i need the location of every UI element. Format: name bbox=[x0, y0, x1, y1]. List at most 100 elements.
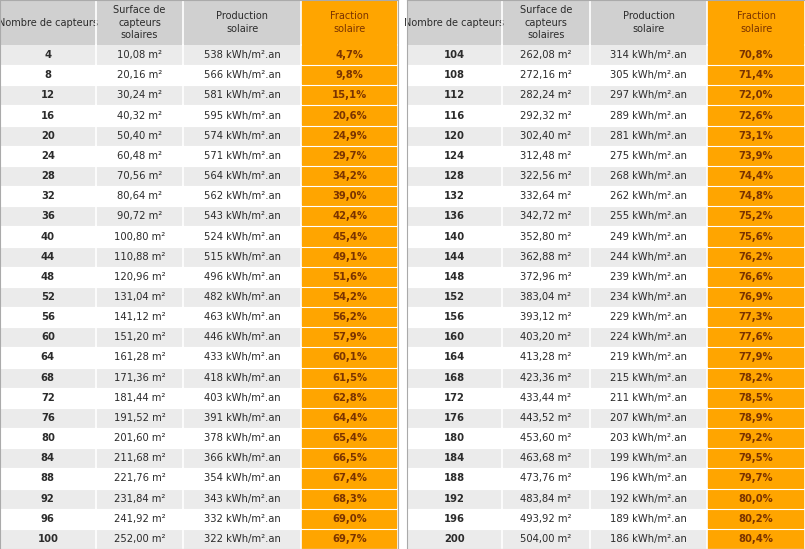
Text: 423,36 m²: 423,36 m² bbox=[520, 373, 572, 383]
Bar bbox=[184, 206, 301, 226]
Text: 148: 148 bbox=[444, 272, 465, 282]
Text: 305 kWh/m².an: 305 kWh/m².an bbox=[610, 70, 687, 80]
Text: 78,5%: 78,5% bbox=[739, 393, 774, 403]
Bar bbox=[590, 468, 708, 489]
Bar bbox=[0, 428, 96, 448]
Bar bbox=[301, 408, 398, 428]
Text: 68: 68 bbox=[41, 373, 55, 383]
Text: 184: 184 bbox=[444, 453, 465, 463]
Bar bbox=[0, 186, 96, 206]
Text: 29,7%: 29,7% bbox=[332, 151, 367, 161]
Bar bbox=[184, 267, 301, 287]
Text: 180: 180 bbox=[444, 433, 464, 443]
Bar bbox=[502, 388, 590, 408]
Text: 70,56 m²: 70,56 m² bbox=[117, 171, 162, 181]
Text: 30,24 m²: 30,24 m² bbox=[117, 91, 162, 100]
Text: 45,4%: 45,4% bbox=[332, 232, 367, 242]
Text: 80,4%: 80,4% bbox=[739, 534, 774, 544]
Bar bbox=[184, 105, 301, 126]
Bar bbox=[407, 267, 502, 287]
Text: 80,0%: 80,0% bbox=[739, 494, 774, 503]
Bar bbox=[708, 348, 805, 368]
Text: 171,36 m²: 171,36 m² bbox=[114, 373, 165, 383]
Bar bbox=[502, 186, 590, 206]
Bar bbox=[96, 448, 184, 468]
Bar bbox=[301, 287, 398, 307]
Bar bbox=[184, 428, 301, 448]
Text: 219 kWh/m².an: 219 kWh/m².an bbox=[610, 352, 687, 362]
Bar bbox=[184, 448, 301, 468]
Bar bbox=[708, 226, 805, 247]
Text: 473,76 m²: 473,76 m² bbox=[520, 473, 572, 484]
Text: 383,04 m²: 383,04 m² bbox=[520, 292, 572, 302]
Bar bbox=[301, 368, 398, 388]
Text: 366 kWh/m².an: 366 kWh/m².an bbox=[204, 453, 280, 463]
Text: 76,6%: 76,6% bbox=[739, 272, 774, 282]
Bar bbox=[0, 105, 96, 126]
Text: 49,1%: 49,1% bbox=[332, 251, 367, 262]
Bar bbox=[407, 287, 502, 307]
Bar bbox=[590, 307, 708, 327]
Bar bbox=[590, 126, 708, 146]
Text: 332,64 m²: 332,64 m² bbox=[520, 191, 572, 201]
Bar bbox=[590, 85, 708, 105]
Text: 224 kWh/m².an: 224 kWh/m².an bbox=[610, 332, 687, 343]
Text: 73,1%: 73,1% bbox=[739, 131, 774, 141]
Text: 104: 104 bbox=[444, 50, 465, 60]
Bar bbox=[708, 267, 805, 287]
Bar bbox=[184, 388, 301, 408]
Text: 40: 40 bbox=[41, 232, 55, 242]
Bar bbox=[502, 45, 590, 65]
Text: 76: 76 bbox=[41, 413, 55, 423]
Bar bbox=[502, 307, 590, 327]
Text: 54,2%: 54,2% bbox=[332, 292, 367, 302]
Text: 211 kWh/m².an: 211 kWh/m².an bbox=[610, 393, 687, 403]
Bar bbox=[96, 287, 184, 307]
Bar bbox=[184, 186, 301, 206]
Bar bbox=[0, 247, 96, 267]
Text: 191,52 m²: 191,52 m² bbox=[114, 413, 165, 423]
Text: 262 kWh/m².an: 262 kWh/m².an bbox=[610, 191, 687, 201]
Bar bbox=[502, 267, 590, 287]
Bar bbox=[407, 388, 502, 408]
Bar bbox=[0, 287, 96, 307]
Text: 196: 196 bbox=[444, 514, 464, 524]
Bar bbox=[184, 226, 301, 247]
Text: 239 kWh/m².an: 239 kWh/m².an bbox=[610, 272, 687, 282]
Text: 241,92 m²: 241,92 m² bbox=[114, 514, 165, 524]
Bar bbox=[0, 509, 96, 529]
Text: 403,20 m²: 403,20 m² bbox=[520, 332, 572, 343]
Bar bbox=[301, 45, 398, 65]
Bar bbox=[0, 226, 96, 247]
Text: 297 kWh/m².an: 297 kWh/m².an bbox=[610, 91, 687, 100]
Bar bbox=[407, 348, 502, 368]
Text: 196 kWh/m².an: 196 kWh/m².an bbox=[610, 473, 687, 484]
Bar bbox=[502, 509, 590, 529]
Bar bbox=[502, 529, 590, 549]
Bar bbox=[301, 468, 398, 489]
Bar bbox=[708, 45, 805, 65]
Bar bbox=[407, 509, 502, 529]
Bar bbox=[708, 186, 805, 206]
Text: 12: 12 bbox=[41, 91, 55, 100]
Bar bbox=[96, 45, 184, 65]
Text: 67,4%: 67,4% bbox=[332, 473, 367, 484]
Bar bbox=[407, 307, 502, 327]
Text: 72,0%: 72,0% bbox=[739, 91, 774, 100]
Bar bbox=[184, 0, 301, 45]
Text: 443,52 m²: 443,52 m² bbox=[520, 413, 572, 423]
Bar bbox=[590, 509, 708, 529]
Text: 76,2%: 76,2% bbox=[739, 251, 774, 262]
Text: 393,12 m²: 393,12 m² bbox=[520, 312, 572, 322]
Text: 302,40 m²: 302,40 m² bbox=[520, 131, 572, 141]
Bar bbox=[407, 327, 502, 348]
Bar bbox=[407, 186, 502, 206]
Text: 189 kWh/m².an: 189 kWh/m².an bbox=[610, 514, 687, 524]
Text: 88: 88 bbox=[41, 473, 55, 484]
Text: 36: 36 bbox=[41, 211, 55, 221]
Bar bbox=[502, 327, 590, 348]
Bar bbox=[708, 146, 805, 166]
Bar bbox=[708, 0, 805, 45]
Text: 124: 124 bbox=[444, 151, 465, 161]
Text: 10,08 m²: 10,08 m² bbox=[117, 50, 162, 60]
